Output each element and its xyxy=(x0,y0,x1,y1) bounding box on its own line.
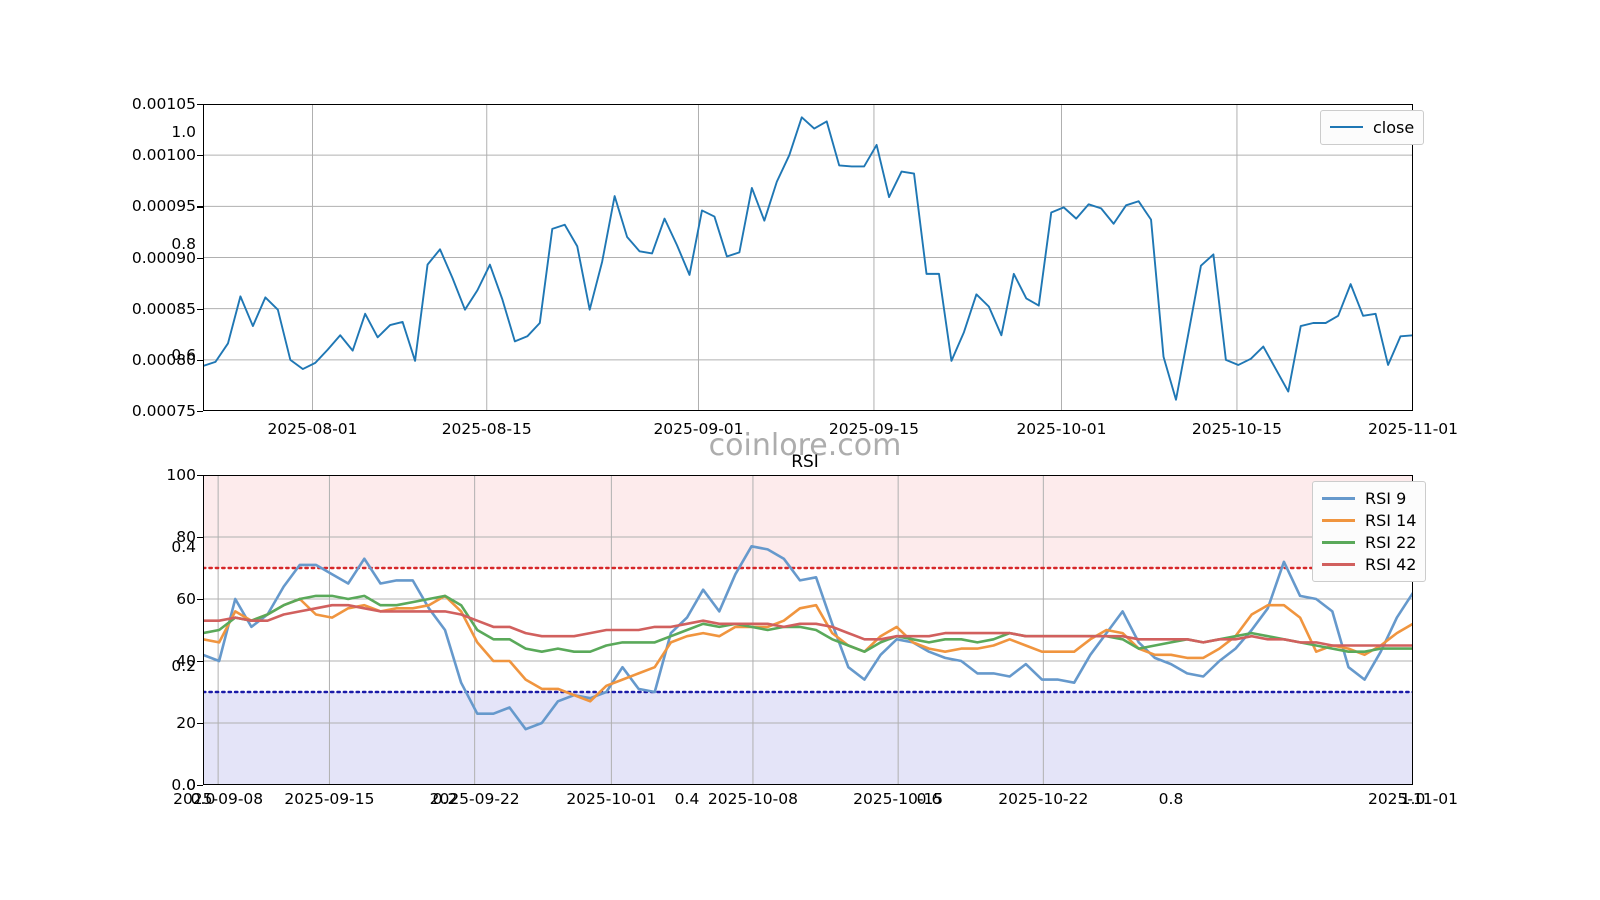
rsi-y-ticklabel: 0 xyxy=(186,776,196,794)
rsi-secondary-x-ticklabel: 0.8 xyxy=(1158,790,1184,808)
rsi-y-tickmark xyxy=(197,599,203,601)
rsi-secondary-x-ticklabel: 0.0 xyxy=(190,790,216,808)
price-y-tickmark xyxy=(197,411,203,413)
legend-item[interactable]: RSI 42 xyxy=(1322,553,1416,575)
price-x-ticklabel: 2025-08-01 xyxy=(267,420,358,438)
price-y-ticklabel: 0.00105 xyxy=(131,95,196,113)
price-y-ticklabel: 0.00085 xyxy=(131,299,196,318)
price-y-tickmark xyxy=(197,206,203,208)
rsi-secondary-x-ticklabel: 0.6 xyxy=(916,790,942,808)
rsi-y-ticklabel: 80 xyxy=(176,528,196,546)
rsi-y-tickmark xyxy=(197,537,203,539)
legend-item[interactable]: close xyxy=(1330,116,1414,138)
rsi-secondary-y-ticklabel: 0.4 xyxy=(171,537,196,556)
price-y-tickmark xyxy=(197,155,203,157)
price-chart-axes xyxy=(203,104,1413,411)
legend-item[interactable]: RSI 9 xyxy=(1322,487,1416,509)
rsi-line-plot xyxy=(203,475,1413,785)
rsi-panel-title: RSI xyxy=(791,452,819,472)
rsi-y-ticklabel: 100 xyxy=(166,466,196,484)
legend-color-swatch xyxy=(1322,518,1355,522)
rsi-secondary-y-ticklabel: 0.0 xyxy=(171,776,196,794)
rsi-x-ticklabel: 2025-10-15 xyxy=(853,790,944,808)
price-y-ticklabel: 0.00080 xyxy=(131,350,196,369)
price-y-tickmark xyxy=(197,257,203,259)
rsi-y-ticklabel: 40 xyxy=(176,652,196,670)
rsi-y-ticklabel: 20 xyxy=(176,714,196,732)
price-x-ticklabel: 2025-09-15 xyxy=(828,420,919,438)
rsi-x-ticklabel: 2025-10-01 xyxy=(566,790,657,808)
legend-item[interactable]: RSI 14 xyxy=(1322,509,1416,531)
rsi-x-ticklabel: 2025-09-08 xyxy=(173,790,264,808)
legend-label: RSI 14 xyxy=(1365,510,1417,530)
price-secondary-y-ticklabel: 0.6 xyxy=(171,346,196,365)
rsi-y-tickmark xyxy=(197,785,203,787)
rsi-secondary-y-ticklabel: 0.2 xyxy=(171,656,196,675)
price-y-tickmark xyxy=(197,359,203,362)
rsi-y-tickmark xyxy=(197,723,203,725)
rsi-x-ticklabel: 2025-09-15 xyxy=(284,790,375,808)
rsi-secondary-x-ticklabel: 0.2 xyxy=(432,790,458,808)
watermark: coinlore.com xyxy=(708,428,902,463)
price-x-ticklabel: 2025-10-15 xyxy=(1191,420,1282,438)
rsi-y-tickmark xyxy=(197,661,203,663)
rsi-secondary-x-ticklabel: 1.0 xyxy=(1400,790,1426,808)
legend-label: RSI 22 xyxy=(1365,532,1417,552)
price-x-ticklabel: 2025-10-01 xyxy=(1016,420,1107,438)
legend-label: RSI 42 xyxy=(1365,554,1417,574)
price-y-ticklabel: 0.00100 xyxy=(131,146,196,165)
legend-label: close xyxy=(1373,117,1415,137)
price-x-ticklabel: 2025-09-01 xyxy=(653,420,744,438)
rsi-chart-legend[interactable]: RSI 9 RSI 14 RSI 22 RSI 42 xyxy=(1312,481,1427,582)
price-y-ticklabel: 0.00075 xyxy=(131,402,196,420)
legend-item[interactable]: RSI 22 xyxy=(1322,531,1416,553)
price-secondary-y-ticklabel: 1.0 xyxy=(171,122,196,141)
rsi-x-ticklabel: 2025-10-22 xyxy=(998,790,1089,808)
price-y-ticklabel: 0.00095 xyxy=(131,197,196,216)
price-y-ticklabel: 0.00090 xyxy=(131,248,196,267)
rsi-y-ticklabel: 60 xyxy=(176,590,196,608)
price-chart-legend[interactable]: close xyxy=(1320,110,1425,145)
price-x-ticklabel: 2025-11-01 xyxy=(1367,420,1459,438)
price-x-ticklabel: 2025-08-15 xyxy=(441,420,532,438)
legend-color-swatch xyxy=(1322,562,1355,566)
price-secondary-y-ticklabel: 0.8 xyxy=(171,234,196,253)
rsi-x-ticklabel: 2025-09-22 xyxy=(429,790,520,808)
rsi-y-tickmark xyxy=(197,475,203,477)
legend-color-swatch xyxy=(1322,496,1355,500)
price-y-tickmark xyxy=(197,308,203,310)
rsi-chart-axes xyxy=(203,475,1413,785)
price-y-tickmark xyxy=(197,104,203,106)
legend-label: RSI 9 xyxy=(1365,488,1407,508)
legend-color-swatch xyxy=(1322,540,1355,544)
rsi-x-ticklabel: 2025-11-01 xyxy=(1367,790,1459,808)
rsi-x-ticklabel: 2025-10-08 xyxy=(707,790,798,808)
legend-color-swatch xyxy=(1330,126,1363,128)
price-line-plot xyxy=(203,104,1413,411)
rsi-secondary-x-ticklabel: 0.4 xyxy=(674,790,700,808)
